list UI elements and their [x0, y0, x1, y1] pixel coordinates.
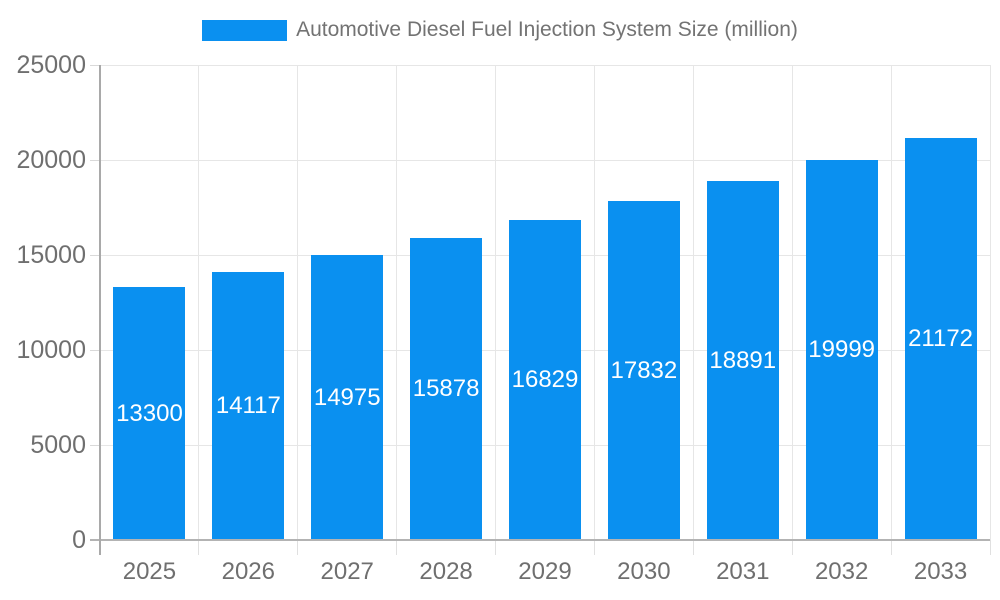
x-tick-label: 2025 [122, 558, 177, 585]
x-tick-label: 2028 [419, 558, 473, 585]
x-tick-label: 2033 [913, 558, 968, 585]
y-tick-label: 10000 [16, 336, 86, 364]
bar-2029[interactable]: 16829 [509, 220, 581, 540]
x-axis-line [90, 539, 990, 541]
x-tick-label: 2026 [221, 558, 275, 585]
legend-item[interactable]: Automotive Diesel Fuel Injection System … [202, 18, 798, 42]
y-axis-tick [90, 64, 100, 66]
x-tick-label: 2027 [320, 558, 374, 585]
y-tick-label: 25000 [16, 51, 86, 79]
plot-area: 13300 14117 14975 15878 16829 17832 18891 19999… [90, 64, 991, 555]
x-axis-tick [593, 540, 595, 555]
y-axis-tick [90, 444, 100, 446]
y-axis-tick [90, 159, 100, 161]
bar-2028[interactable]: 15878 [410, 238, 483, 540]
gridline-vertical [890, 65, 892, 540]
bar-2032[interactable]: 19999 [805, 160, 878, 540]
bar-2025[interactable]: 13300 [113, 287, 186, 540]
x-axis-tick [297, 540, 299, 555]
bar-value-label: 14975 [313, 383, 381, 411]
y-axis-tick [90, 349, 100, 351]
bar-2033[interactable]: 21172 [904, 137, 977, 540]
bar-2031[interactable]: 18891 [706, 181, 779, 540]
gridline-vertical [198, 65, 200, 540]
bar-value-label: 16829 [511, 366, 579, 394]
gridline-vertical [692, 65, 694, 540]
bar-2030[interactable]: 17832 [607, 201, 680, 540]
y-tick-label: 5000 [30, 431, 86, 459]
bar-2026[interactable]: 14117 [212, 271, 285, 540]
y-axis-tick [90, 254, 100, 256]
y-tick-label: 15000 [16, 241, 86, 269]
y-tick-label: 0 [72, 526, 86, 554]
gridline-horizontal [100, 159, 990, 161]
bar-value-label: 21172 [908, 324, 974, 352]
gridline-horizontal [100, 64, 990, 66]
x-axis-tick [989, 540, 991, 555]
x-axis-tick [198, 540, 200, 555]
y-axis-line [99, 65, 101, 555]
x-tick-label: 2030 [617, 558, 671, 585]
x-tick-label: 2032 [814, 558, 869, 585]
bar-value-label: 13300 [116, 399, 183, 427]
gridline-vertical [495, 65, 497, 540]
bar-value-label: 17832 [610, 356, 678, 384]
x-tick-label: 2031 [716, 558, 770, 585]
x-axis-tick [890, 540, 892, 555]
legend-label: Automotive Diesel Fuel Injection System … [296, 18, 798, 41]
gridline-vertical [593, 65, 595, 540]
gridline-vertical [791, 65, 793, 540]
bar-value-label: 19999 [808, 336, 876, 364]
x-axis-tick [692, 540, 694, 555]
bar-2027[interactable]: 14975 [311, 255, 384, 540]
x-axis-tick [495, 540, 497, 555]
bar-value-label: 18891 [709, 346, 777, 374]
gridline-vertical [989, 65, 991, 540]
chart-legend: Automotive Diesel Fuel Injection System … [0, 18, 1000, 42]
legend-swatch-icon [202, 19, 288, 41]
gridline-vertical [297, 65, 299, 540]
gridline-vertical [396, 65, 398, 540]
y-tick-label: 20000 [16, 146, 86, 174]
bar-value-label: 14117 [215, 391, 281, 419]
bar-value-label: 15878 [412, 375, 480, 403]
x-tick-label: 2029 [518, 558, 572, 585]
x-axis-tick [396, 540, 398, 555]
x-axis-tick [791, 540, 793, 555]
